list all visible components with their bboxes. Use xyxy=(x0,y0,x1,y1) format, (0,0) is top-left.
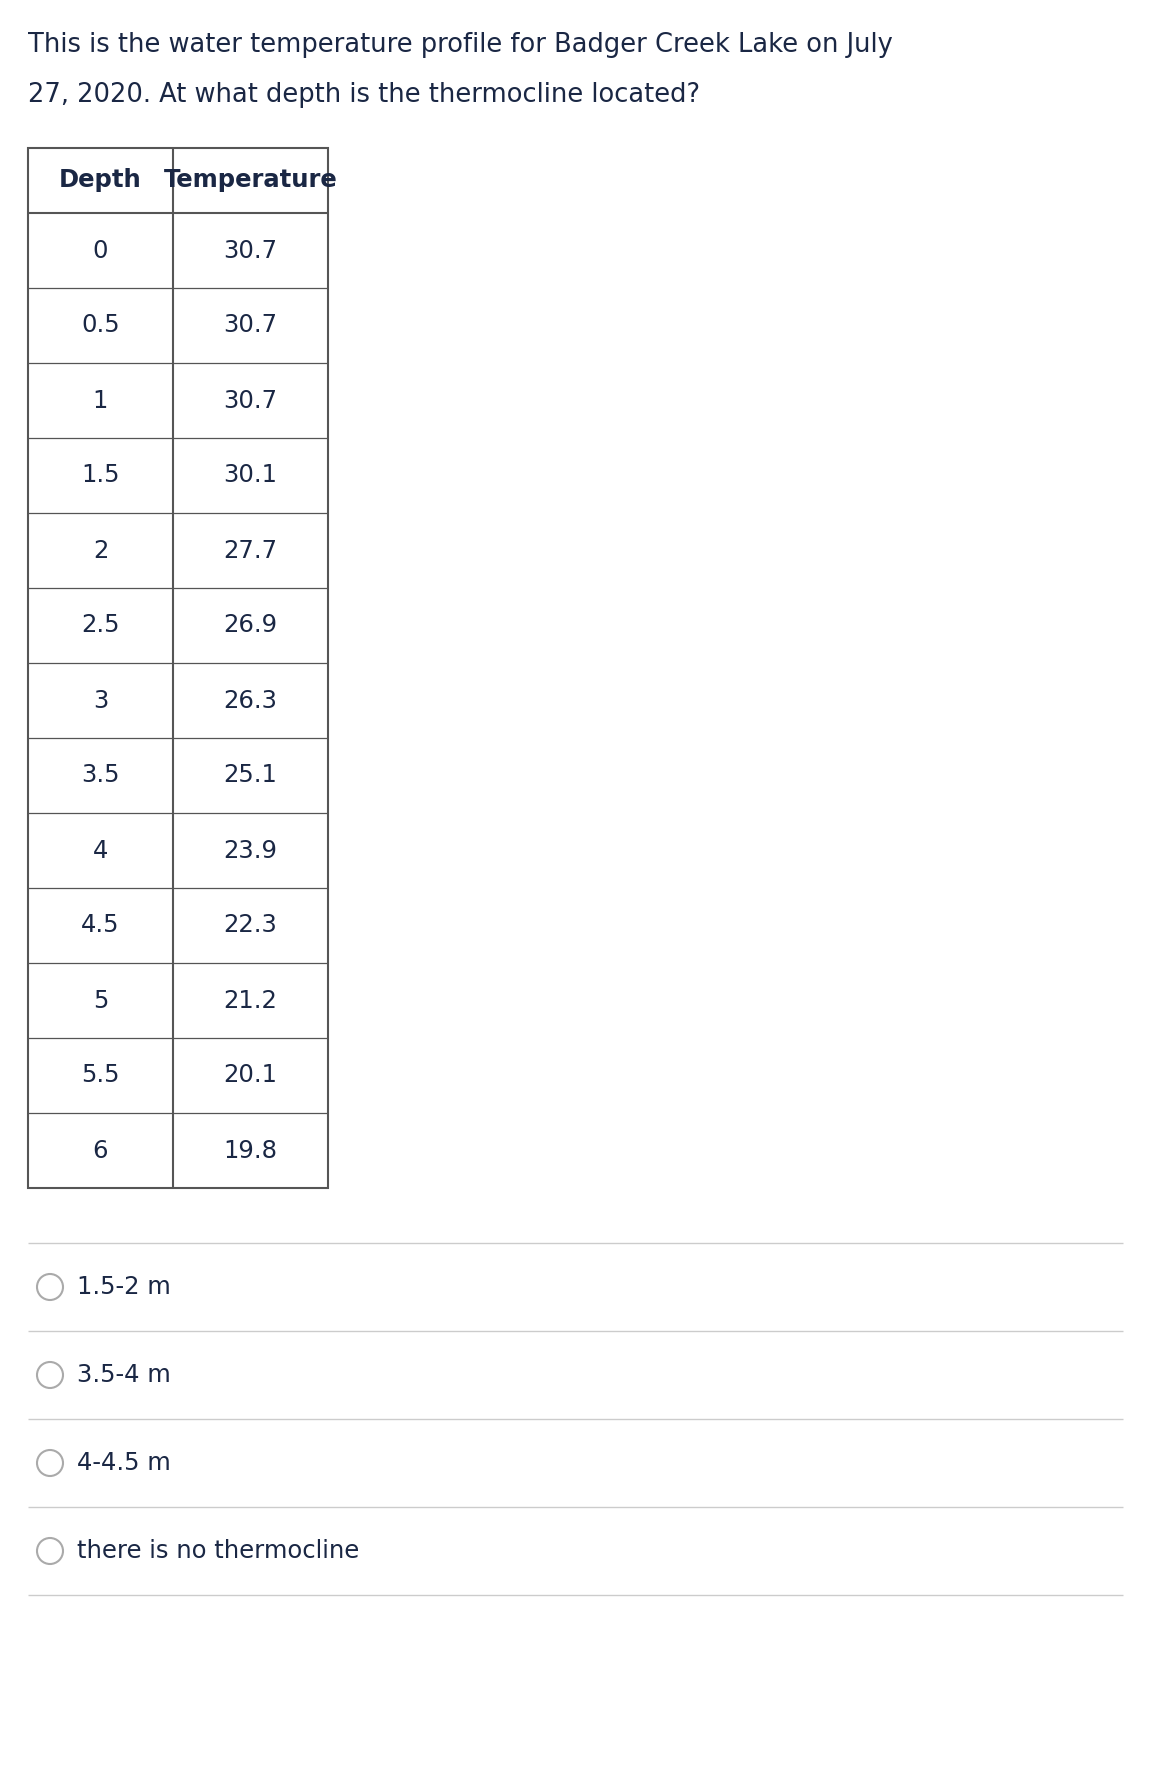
Text: 0.5: 0.5 xyxy=(82,314,120,337)
Text: Temperature: Temperature xyxy=(163,169,337,192)
Text: 26.3: 26.3 xyxy=(223,689,277,712)
Text: 19.8: 19.8 xyxy=(223,1138,277,1163)
Text: 3.5-4 m: 3.5-4 m xyxy=(77,1363,170,1386)
Text: 22.3: 22.3 xyxy=(223,914,277,937)
Text: 5.5: 5.5 xyxy=(82,1063,120,1088)
Text: 1.5-2 m: 1.5-2 m xyxy=(77,1274,170,1299)
Circle shape xyxy=(37,1450,63,1477)
Text: Depth: Depth xyxy=(59,169,142,192)
Text: 2: 2 xyxy=(93,538,108,563)
Text: 25.1: 25.1 xyxy=(223,763,277,788)
Text: 23.9: 23.9 xyxy=(223,838,277,863)
Circle shape xyxy=(37,1274,63,1299)
Circle shape xyxy=(37,1361,63,1388)
Text: 6: 6 xyxy=(93,1138,108,1163)
Text: 2.5: 2.5 xyxy=(82,614,120,637)
Text: 26.9: 26.9 xyxy=(223,614,277,637)
Text: 3: 3 xyxy=(93,689,108,712)
Text: 1: 1 xyxy=(93,389,108,412)
Text: 30.7: 30.7 xyxy=(223,314,277,337)
Text: 1.5: 1.5 xyxy=(82,463,120,488)
Text: 3.5: 3.5 xyxy=(82,763,120,788)
Text: 30.7: 30.7 xyxy=(223,389,277,412)
Text: 5: 5 xyxy=(93,989,108,1012)
Text: 4: 4 xyxy=(93,838,108,863)
Text: 21.2: 21.2 xyxy=(223,989,277,1012)
Text: 30.1: 30.1 xyxy=(223,463,277,488)
Bar xyxy=(28,147,328,1187)
Text: This is the water temperature profile for Badger Creek Lake on July: This is the water temperature profile fo… xyxy=(28,32,893,59)
Text: there is no thermocline: there is no thermocline xyxy=(77,1539,359,1564)
Text: 4-4.5 m: 4-4.5 m xyxy=(77,1450,170,1475)
Text: 0: 0 xyxy=(93,238,108,263)
Text: 30.7: 30.7 xyxy=(223,238,277,263)
Text: 27.7: 27.7 xyxy=(223,538,277,563)
Text: 4.5: 4.5 xyxy=(82,914,120,937)
Circle shape xyxy=(37,1537,63,1564)
Text: 27, 2020. At what depth is the thermocline located?: 27, 2020. At what depth is the thermocli… xyxy=(28,82,700,108)
Text: 20.1: 20.1 xyxy=(223,1063,277,1088)
